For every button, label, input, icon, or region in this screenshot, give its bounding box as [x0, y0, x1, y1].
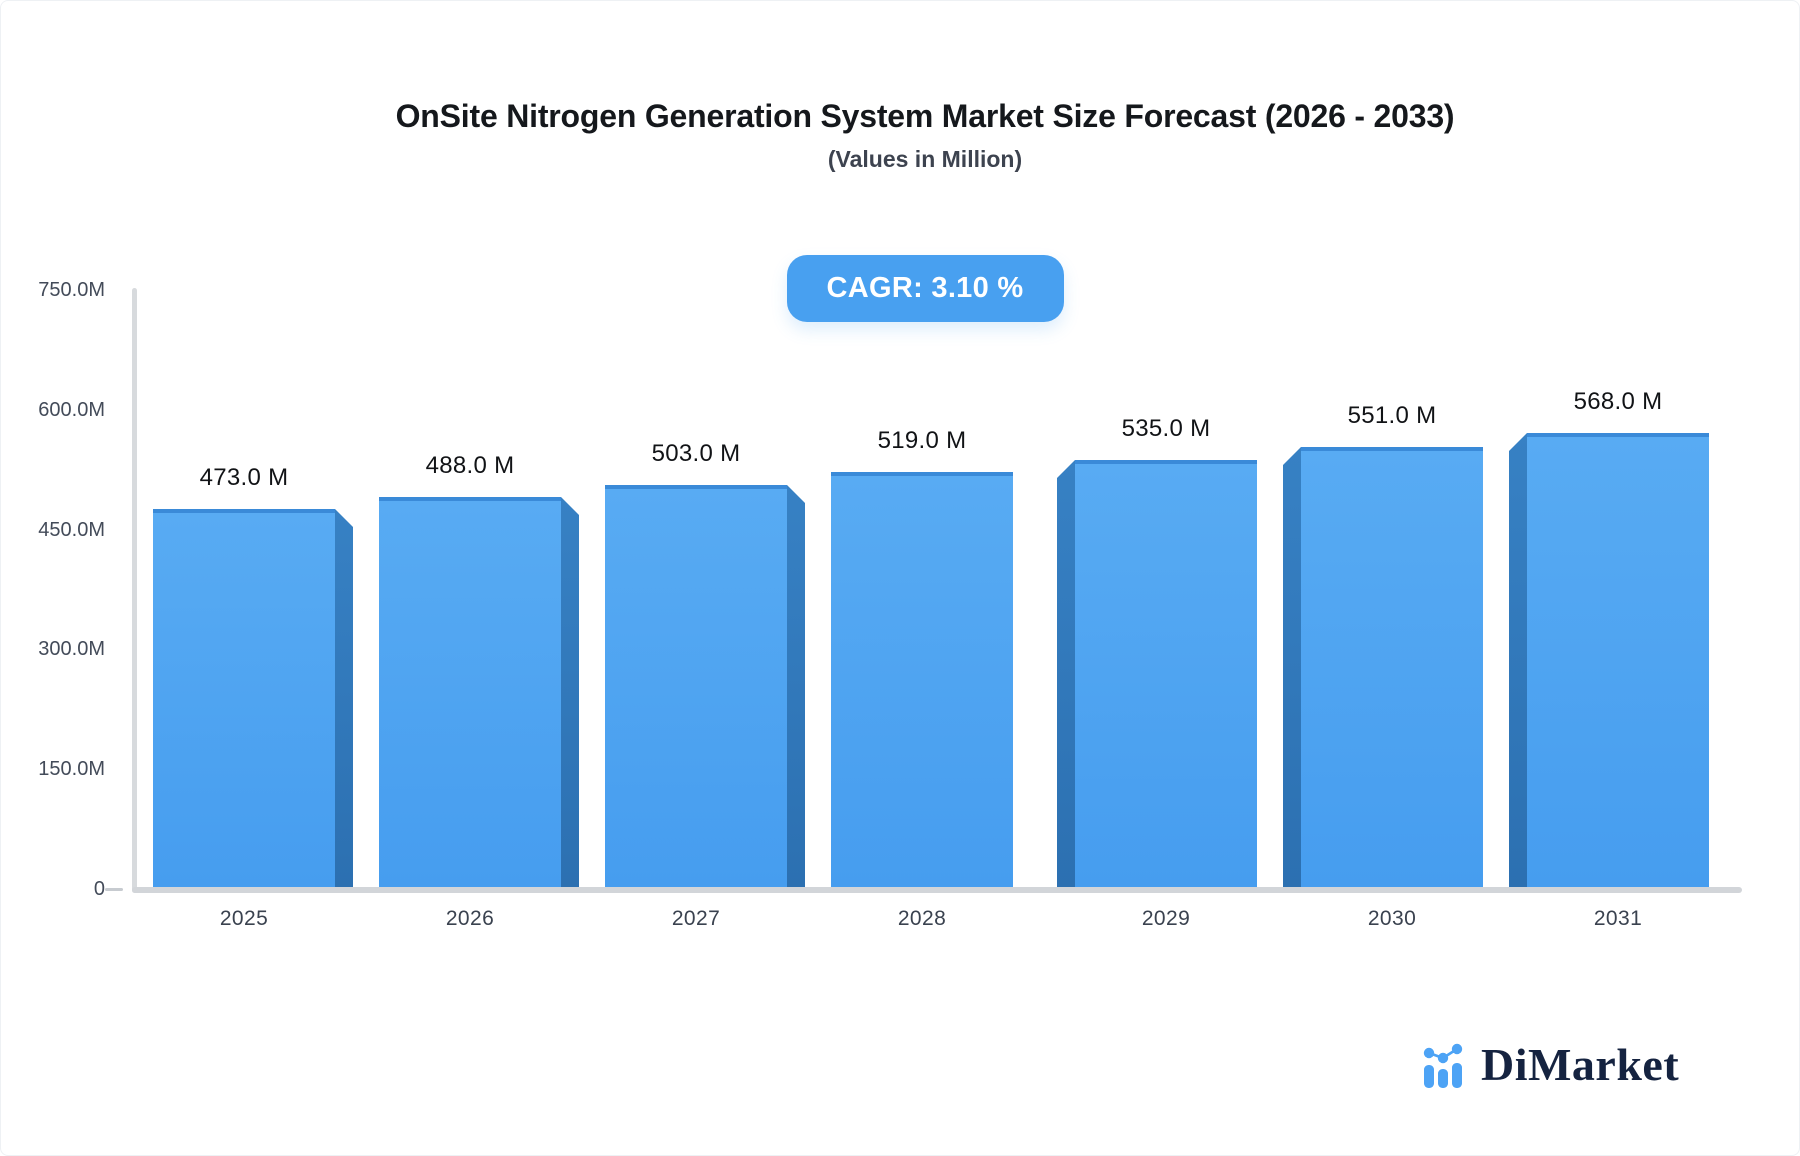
brand-logo-bars-icon: [1423, 1043, 1463, 1088]
x-axis-label-2030: 2030: [1367, 907, 1417, 930]
x-axis-label-2025: 2025: [219, 907, 269, 930]
bar-column-2027: [605, 485, 805, 887]
bar-face: [1075, 460, 1257, 887]
bar-value-label: 551.0 M: [1347, 402, 1437, 429]
bar-side-face: [335, 509, 353, 887]
brand-logo: DiMarket: [1422, 1041, 1679, 1088]
bar-face: [153, 509, 335, 887]
bar-side-face: [1057, 460, 1075, 887]
bar-face: [1301, 447, 1483, 887]
x-axis-label-2029: 2029: [1141, 907, 1191, 930]
y-axis-label-150.0M: 150.0M: [38, 758, 105, 781]
bar-face: [605, 485, 787, 887]
bar-value-label: 503.0 M: [651, 440, 741, 467]
x-axis-label-2028: 2028: [897, 907, 947, 930]
bar-side-face: [1509, 433, 1527, 887]
bar-column-2030: [1283, 447, 1483, 887]
bar-column-2031: [1509, 433, 1709, 887]
x-axis-label-2026: 2026: [445, 907, 495, 930]
y-axis-label-750.0M: 750.0M: [38, 279, 105, 301]
y-axis-label-300.0M: 300.0M: [38, 638, 105, 661]
cagr-badge: CAGR: 3.10 %: [786, 255, 1064, 322]
chart-title: OnSite Nitrogen Generation System Market…: [395, 98, 1455, 134]
bar-value-label: 535.0 M: [1121, 415, 1211, 442]
x-axis-label-2027: 2027: [671, 907, 721, 930]
bar-side-face: [787, 485, 805, 887]
y-axis-label-450.0M: 450.0M: [38, 518, 105, 541]
x-axis-line: [132, 887, 1742, 893]
chart-subtitle: (Values in Million): [827, 146, 1023, 172]
cagr-badge-row: CAGR: 3.10 %: [51, 255, 1799, 322]
brand-logo-text: DiMarket: [1481, 1039, 1680, 1090]
bar-column-2028: [831, 472, 1031, 887]
bar-side-face: [1283, 447, 1301, 887]
y-axis-label-600.0M: 600.0M: [38, 398, 105, 421]
bar-face: [831, 472, 1013, 887]
bar-column-2029: [1057, 460, 1257, 887]
bar-value-label: 488.0 M: [425, 452, 515, 479]
bar-value-label: 473.0 M: [199, 464, 289, 491]
chart-header: OnSite Nitrogen Generation System Market…: [51, 97, 1799, 173]
x-axis-label-2031: 2031: [1593, 907, 1643, 930]
bar-value-label: 519.0 M: [877, 427, 967, 454]
y-axis-line: [132, 288, 137, 893]
y-axis-zero-tick: [105, 888, 123, 891]
bar-column-2026: [379, 497, 579, 887]
bar-face: [1527, 433, 1709, 887]
bar-value-label: 568.0 M: [1573, 388, 1663, 415]
bar-face: [379, 497, 561, 887]
bar-column-2025: [153, 509, 353, 887]
y-axis-label-0: 0: [93, 878, 105, 900]
bar-side-face: [561, 497, 579, 887]
